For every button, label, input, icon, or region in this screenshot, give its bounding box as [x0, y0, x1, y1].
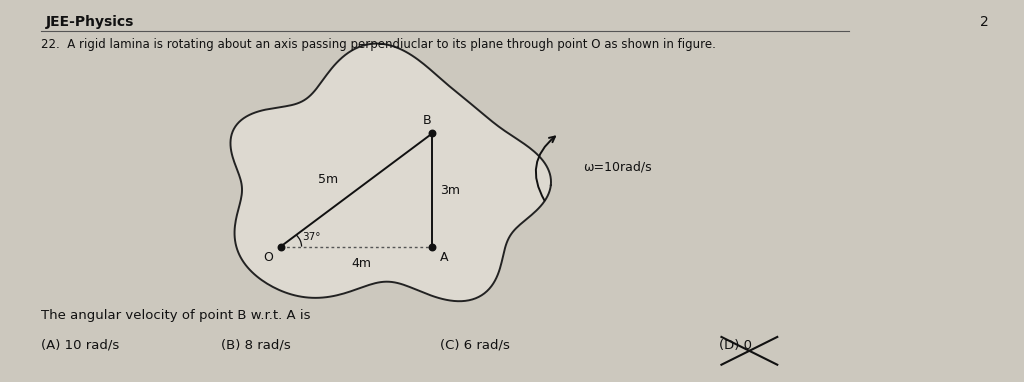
Text: B: B: [423, 115, 431, 128]
Text: 3m: 3m: [440, 183, 460, 196]
Text: 2: 2: [980, 15, 989, 29]
Text: 5m: 5m: [318, 173, 339, 186]
Text: (A) 10 rad/s: (A) 10 rad/s: [41, 339, 120, 352]
Text: (C) 6 rad/s: (C) 6 rad/s: [440, 339, 510, 352]
Text: (B) 8 rad/s: (B) 8 rad/s: [221, 339, 291, 352]
Point: [272, 244, 289, 250]
Text: 22.  A rigid lamina is rotating about an axis passing perpendiuclar to its plane: 22. A rigid lamina is rotating about an …: [41, 38, 716, 51]
Text: A: A: [440, 251, 449, 264]
Text: JEE-Physics: JEE-Physics: [46, 15, 134, 29]
Text: O: O: [263, 251, 272, 264]
Text: ω=10rad/s: ω=10rad/s: [583, 161, 651, 174]
Text: The angular velocity of point B w.r.t. A is: The angular velocity of point B w.r.t. A…: [41, 309, 310, 322]
Text: 4m: 4m: [351, 257, 372, 270]
Text: 37°: 37°: [302, 231, 322, 242]
Point: [424, 244, 440, 250]
Polygon shape: [230, 44, 551, 301]
Text: (D) 0: (D) 0: [720, 339, 753, 352]
Point: [424, 130, 440, 136]
